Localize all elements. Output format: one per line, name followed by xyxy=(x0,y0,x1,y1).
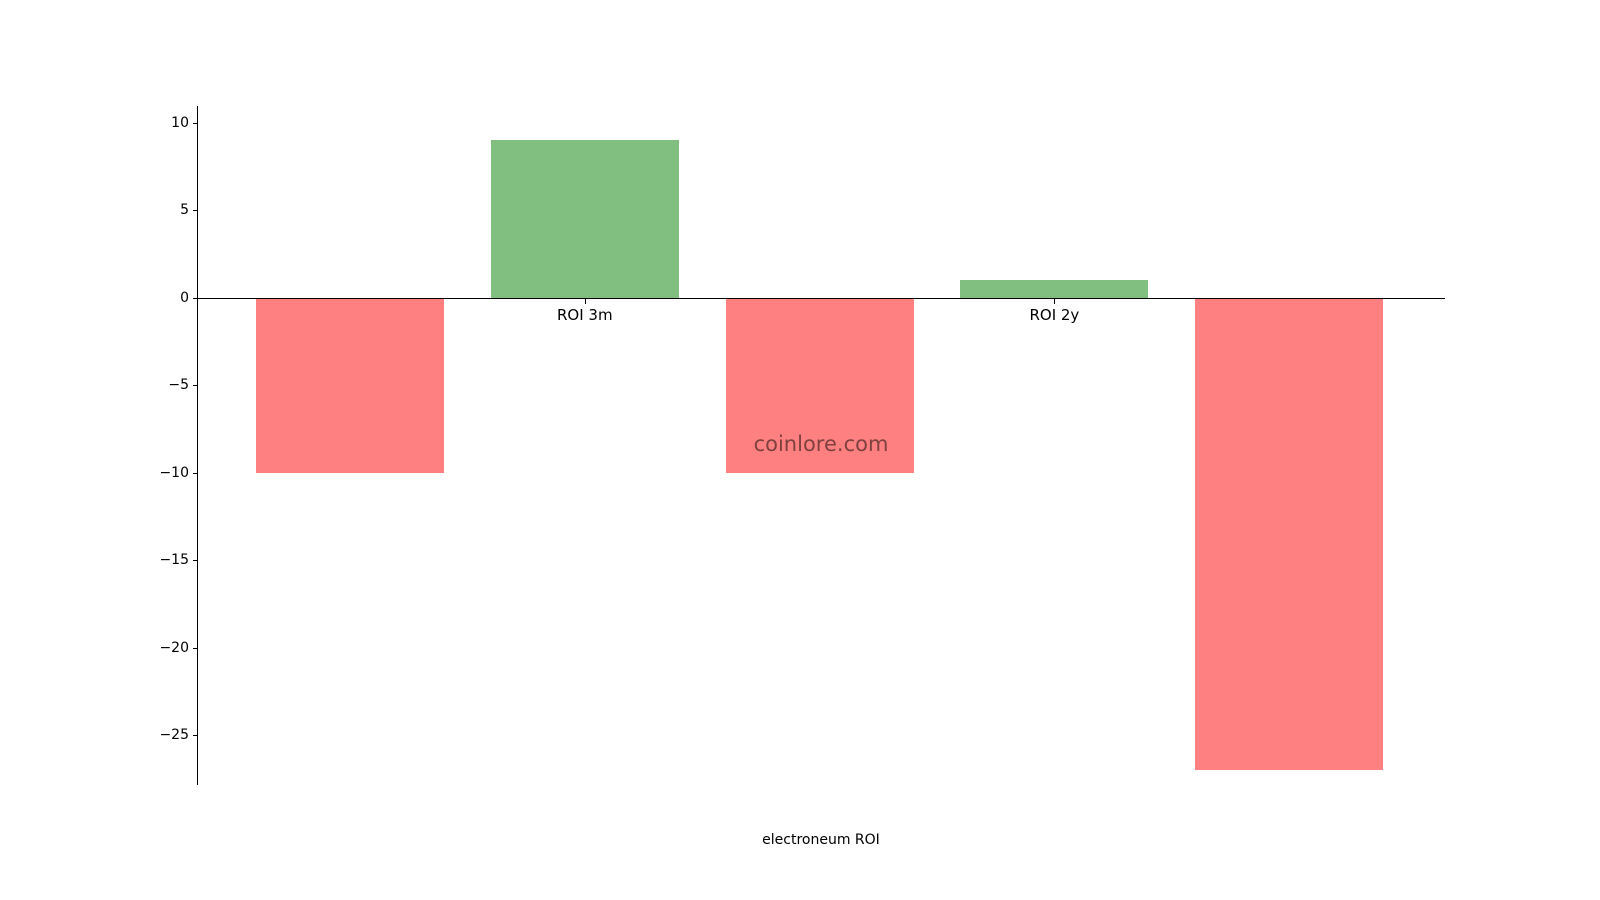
x-axis-zero-line xyxy=(197,297,1445,299)
x-axis-title: electroneum ROI xyxy=(762,832,880,848)
y-tick-label: 5 xyxy=(180,202,189,218)
bar-roi-5 xyxy=(1195,297,1384,770)
y-tick-mark xyxy=(193,297,197,299)
y-tick-mark xyxy=(193,210,197,211)
y-axis-spine xyxy=(197,106,198,785)
bar-roi-3m xyxy=(490,140,679,298)
y-tick-label: 0 xyxy=(180,289,189,306)
x-tick-label: ROI 2y xyxy=(1029,305,1080,324)
x-tick-mark xyxy=(1054,298,1056,304)
watermark-text: coinlore.com xyxy=(753,432,889,456)
y-tick-mark xyxy=(193,560,197,561)
y-tick-mark xyxy=(193,735,197,736)
y-tick-mark xyxy=(193,472,197,474)
y-tick-label: −5 xyxy=(168,377,189,393)
y-tick-label: −25 xyxy=(159,727,189,743)
bar-roi-2y xyxy=(960,280,1149,298)
y-tick-label: −20 xyxy=(159,639,189,656)
y-tick-mark xyxy=(193,647,197,649)
y-tick-mark xyxy=(193,385,197,386)
x-tick-mark xyxy=(584,298,586,304)
bar-roi-1 xyxy=(256,297,444,473)
y-tick-mark xyxy=(193,122,197,124)
y-tick-label: −15 xyxy=(159,552,189,568)
bar-roi-3 xyxy=(725,297,914,473)
x-tick-label: ROI 3m xyxy=(557,305,613,324)
y-tick-label: −10 xyxy=(159,464,189,481)
y-tick-label: 10 xyxy=(171,114,189,131)
